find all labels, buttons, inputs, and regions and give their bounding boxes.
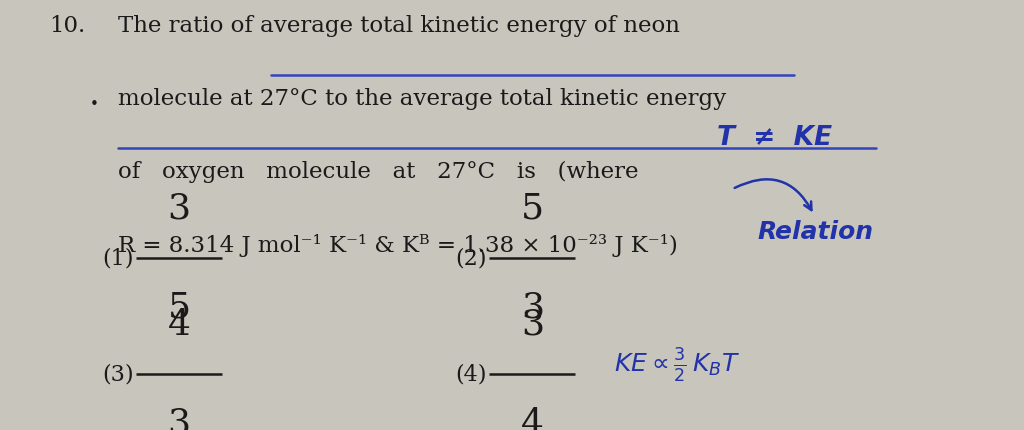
Text: The ratio of average total kinetic energy of neon: The ratio of average total kinetic energ… (118, 15, 680, 37)
Text: 5: 5 (168, 290, 190, 325)
Text: 4: 4 (168, 307, 190, 342)
Text: T  ≠  KE: T ≠ KE (717, 125, 831, 150)
Text: 5: 5 (521, 191, 544, 226)
Text: 3: 3 (521, 307, 544, 342)
FancyArrowPatch shape (734, 179, 811, 210)
Text: Relation: Relation (758, 220, 873, 244)
Text: molecule at 27°C to the average total kinetic energy: molecule at 27°C to the average total ki… (118, 88, 726, 110)
Text: 3: 3 (168, 191, 190, 226)
Text: R = 8.314 J mol⁻¹ K⁻¹ & Kᴮ = 1.38 × 10⁻²³ J K⁻¹): R = 8.314 J mol⁻¹ K⁻¹ & Kᴮ = 1.38 × 10⁻²… (118, 234, 678, 257)
Text: 10.: 10. (49, 15, 85, 37)
Text: (1): (1) (102, 247, 134, 269)
Text: (3): (3) (102, 363, 134, 385)
Text: $KE \propto \frac{3}{2}\,K_BT$: $KE \propto \frac{3}{2}\,K_BT$ (614, 347, 740, 384)
Text: 3: 3 (168, 406, 190, 430)
Text: (4): (4) (456, 363, 487, 385)
Text: of   oxygen   molecule   at   27°C   is   (where: of oxygen molecule at 27°C is (where (118, 161, 638, 183)
Text: 3: 3 (521, 290, 544, 325)
Text: (2): (2) (456, 247, 487, 269)
Text: •: • (90, 97, 99, 112)
Text: 4: 4 (521, 406, 544, 430)
